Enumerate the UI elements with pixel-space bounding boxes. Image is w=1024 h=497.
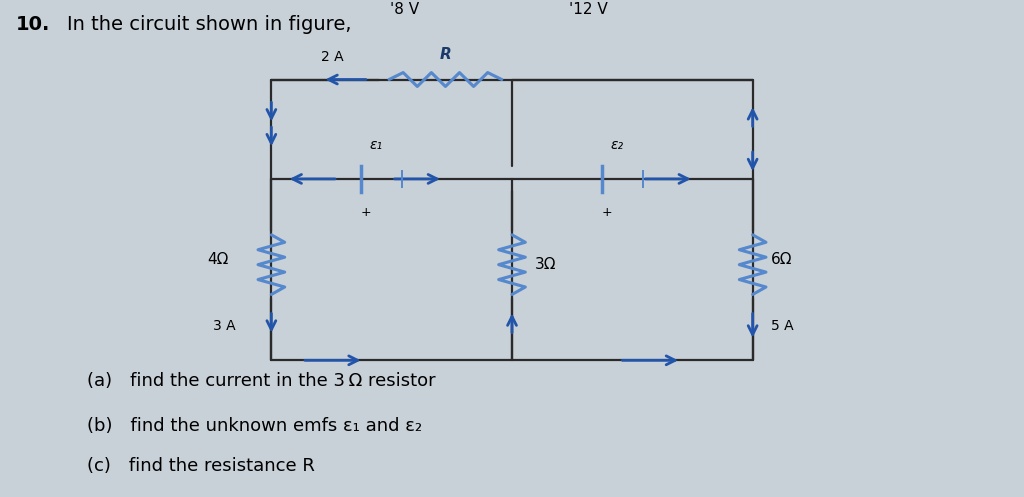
Text: R: R	[439, 47, 452, 62]
Text: ε₂: ε₂	[610, 138, 624, 152]
Text: 3Ω: 3Ω	[535, 257, 556, 272]
Text: +: +	[601, 206, 612, 219]
Text: 6Ω: 6Ω	[771, 252, 793, 267]
Text: 3 A: 3 A	[213, 319, 236, 332]
Text: +: +	[360, 206, 372, 219]
Text: 2 A: 2 A	[322, 50, 344, 64]
Text: 4Ω: 4Ω	[207, 252, 228, 267]
Text: '8 V: '8 V	[390, 2, 419, 17]
Text: '12 V: '12 V	[569, 2, 608, 17]
Text: 10.: 10.	[15, 15, 50, 34]
Text: ε₁: ε₁	[370, 138, 383, 152]
Text: (a) find the current in the 3 Ω resistor: (a) find the current in the 3 Ω resistor	[87, 372, 435, 390]
Text: In the circuit shown in figure,: In the circuit shown in figure,	[67, 15, 351, 34]
Text: (c) find the resistance R: (c) find the resistance R	[87, 457, 315, 475]
Text: (b) find the unknown emfs ε₁ and ε₂: (b) find the unknown emfs ε₁ and ε₂	[87, 417, 422, 435]
Text: 5 A: 5 A	[771, 319, 794, 332]
